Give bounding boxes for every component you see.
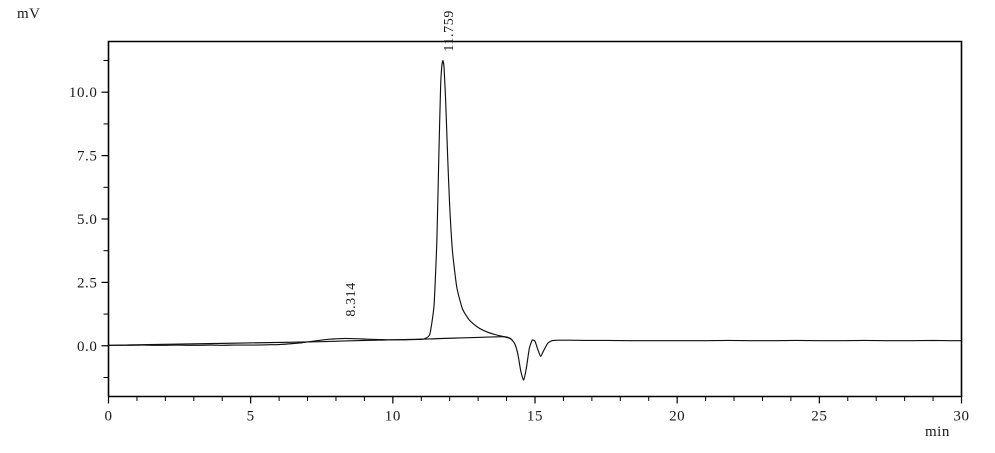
trace-integration-baseline: [107, 336, 513, 346]
trace-detector-signal: [107, 59, 963, 381]
x-tick-label: 5: [247, 409, 255, 425]
x-tick-label: 0: [104, 409, 112, 425]
x-axis-unit-label: min: [925, 424, 950, 440]
x-tick-label: 25: [811, 409, 827, 425]
peak-label-peak-2: 11.759: [442, 10, 457, 52]
peak-label-peak-1: 8.314: [344, 282, 359, 317]
y-tick-label: 2.5: [77, 275, 98, 291]
data-series-group: [107, 59, 963, 381]
x-axis-tick-labels: 0 5 10 15 20 25 30: [104, 409, 969, 425]
y-axis-tick-labels: 0.0 2.5 5.0 7.5 10.0: [69, 85, 98, 355]
y-tick-label: 10.0: [69, 85, 98, 101]
peak-annotations: 8.314 11.759: [344, 10, 457, 317]
x-tick-label: 30: [953, 409, 969, 425]
x-tick-label: 10: [385, 409, 401, 425]
y-axis-ticks: [101, 60, 109, 378]
plot-frame: [107, 40, 963, 398]
y-axis-unit-label: mV: [17, 6, 41, 22]
x-tick-label: 20: [669, 409, 685, 425]
y-tick-label: 7.5: [77, 149, 98, 165]
x-axis-ticks: [107, 396, 963, 404]
y-tick-label: 0.0: [77, 339, 98, 355]
y-tick-label: 5.0: [77, 212, 98, 228]
x-tick-label: 15: [527, 409, 543, 425]
